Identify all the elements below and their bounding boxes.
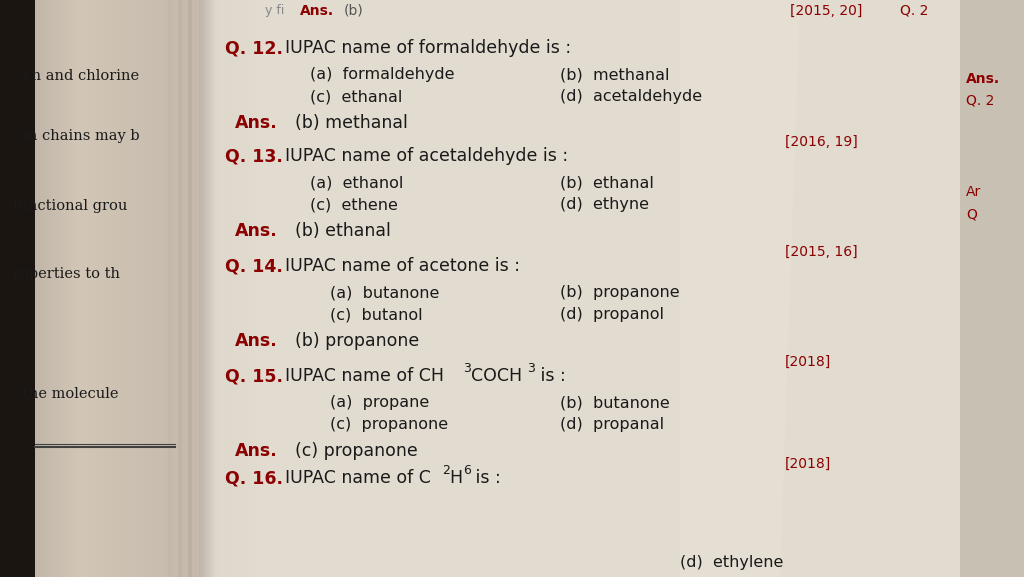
Text: IUPAC name of acetaldehyde is :: IUPAC name of acetaldehyde is : <box>285 147 568 165</box>
Text: (d)  ethylene: (d) ethylene <box>680 555 783 570</box>
Text: Ans.: Ans. <box>234 442 278 460</box>
Text: Ans.: Ans. <box>300 4 334 18</box>
Text: en and chlorine: en and chlorine <box>23 69 139 83</box>
Text: Ans.: Ans. <box>234 114 278 132</box>
Text: [2018]: [2018] <box>785 355 831 369</box>
Polygon shape <box>200 0 1024 577</box>
Text: (a)  propane: (a) propane <box>330 395 429 410</box>
Text: IUPAC name of formaldehyde is :: IUPAC name of formaldehyde is : <box>285 39 571 57</box>
Text: (d)  ethyne: (d) ethyne <box>560 197 649 212</box>
Text: (b)  methanal: (b) methanal <box>560 67 670 82</box>
Text: functional grou: functional grou <box>13 199 127 213</box>
Text: Q. 2: Q. 2 <box>966 93 994 107</box>
Text: (a)  formaldehyde: (a) formaldehyde <box>310 67 455 82</box>
Text: (b)  ethanal: (b) ethanal <box>560 175 654 190</box>
Text: is :: is : <box>535 367 565 385</box>
Polygon shape <box>680 0 800 577</box>
Text: (c)  ethene: (c) ethene <box>310 197 398 212</box>
Text: Q. 2: Q. 2 <box>900 4 929 18</box>
Text: Q. 14.: Q. 14. <box>225 257 283 275</box>
Text: (b) ethanal: (b) ethanal <box>295 222 391 240</box>
Text: 2: 2 <box>442 464 450 477</box>
Text: on chains may b: on chains may b <box>19 129 139 143</box>
Polygon shape <box>961 0 1024 577</box>
Text: Q. 16.: Q. 16. <box>225 469 283 487</box>
Text: y fi: y fi <box>265 4 285 17</box>
Text: (b)  butanone: (b) butanone <box>560 395 670 410</box>
Text: is :: is : <box>470 469 501 487</box>
Text: (c) propanone: (c) propanone <box>295 442 418 460</box>
Text: IUPAC name of C: IUPAC name of C <box>285 469 431 487</box>
Text: (b): (b) <box>344 4 364 18</box>
Text: 6: 6 <box>463 464 471 477</box>
Text: 3: 3 <box>527 362 535 375</box>
Polygon shape <box>0 0 35 577</box>
Text: Ans.: Ans. <box>234 332 278 350</box>
Text: (c)  butanol: (c) butanol <box>330 307 423 322</box>
Text: (c)  ethanal: (c) ethanal <box>310 89 402 104</box>
Text: 3: 3 <box>463 362 471 375</box>
Text: IUPAC name of CH: IUPAC name of CH <box>285 367 444 385</box>
Text: (b) methanal: (b) methanal <box>295 114 408 132</box>
Text: (b) propanone: (b) propanone <box>295 332 419 350</box>
Text: (d)  acetaldehyde: (d) acetaldehyde <box>560 89 702 104</box>
Text: roperties to th: roperties to th <box>13 267 120 281</box>
Text: IUPAC name of acetone is :: IUPAC name of acetone is : <box>285 257 520 275</box>
Text: [2015, 20]: [2015, 20] <box>790 4 862 18</box>
Text: Ans.: Ans. <box>966 72 1000 86</box>
Text: Ans.: Ans. <box>234 222 278 240</box>
Text: Q: Q <box>966 207 977 221</box>
Text: H: H <box>449 469 462 487</box>
Text: [2016, 19]: [2016, 19] <box>785 135 858 149</box>
Text: Ar: Ar <box>966 185 981 199</box>
Text: (d)  propanol: (d) propanol <box>560 307 664 322</box>
Text: Q. 15.: Q. 15. <box>225 367 283 385</box>
Text: (c)  propanone: (c) propanone <box>330 417 449 432</box>
Text: the molecule: the molecule <box>23 387 119 401</box>
Text: (d)  propanal: (d) propanal <box>560 417 665 432</box>
Text: Q. 13.: Q. 13. <box>225 147 283 165</box>
Text: COCH: COCH <box>471 367 522 385</box>
Text: (a)  butanone: (a) butanone <box>330 285 439 300</box>
Text: [2015, 16]: [2015, 16] <box>785 245 858 259</box>
Text: (a)  ethanol: (a) ethanol <box>310 175 403 190</box>
Text: Q. 12.: Q. 12. <box>225 39 283 57</box>
Text: (b)  propanone: (b) propanone <box>560 285 680 300</box>
Text: [2018]: [2018] <box>785 457 831 471</box>
